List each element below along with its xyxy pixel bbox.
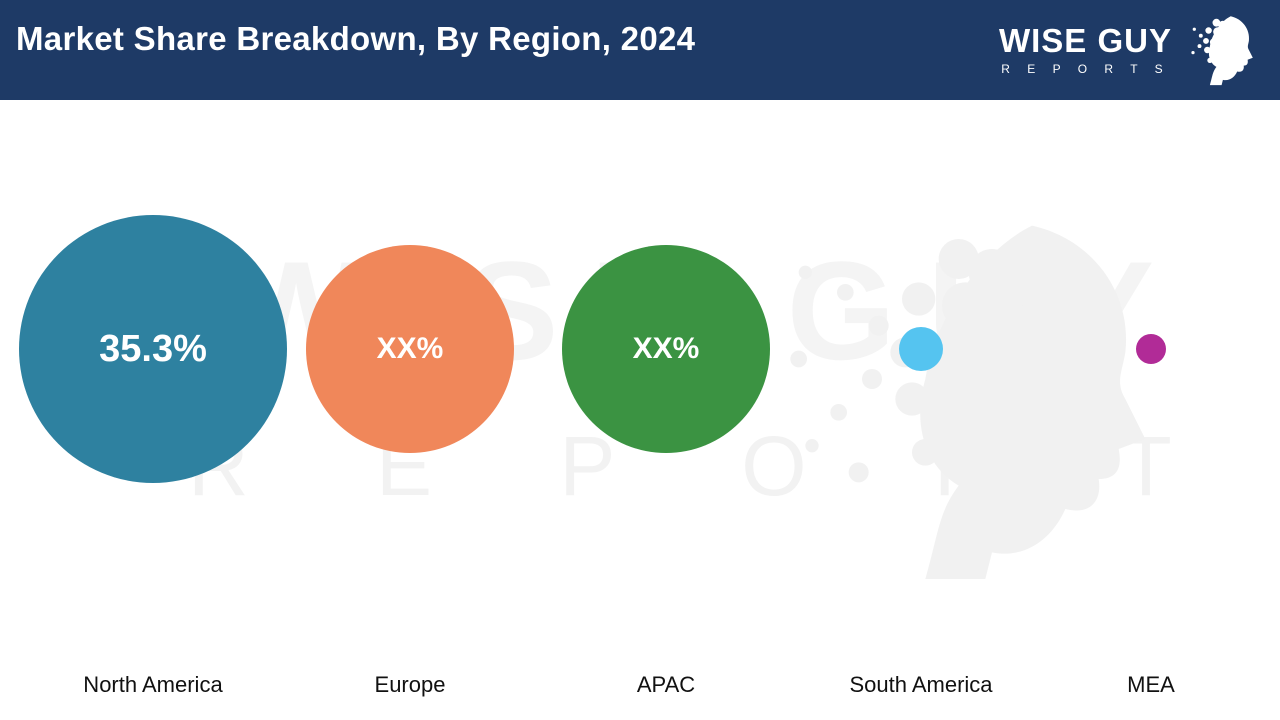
region-label-south-america: South America xyxy=(849,672,993,697)
bubble-value-europe: XX% xyxy=(376,332,444,365)
bubble-north-america: 35.3% xyxy=(19,215,287,483)
region-label-mea: MEA xyxy=(1127,672,1175,697)
watermark-dotted-head-icon xyxy=(772,212,1172,586)
bubble-south-america xyxy=(899,327,943,371)
bubble-value-apac: XX% xyxy=(632,332,700,365)
brand-logo: WISE GUY R E P O R T S xyxy=(999,8,1258,92)
brand-name: WISE GUY xyxy=(998,22,1172,59)
bubble-europe: XX% xyxy=(306,245,514,453)
bubble-value-north-america: 35.3% xyxy=(99,327,207,370)
region-label-apac: APAC xyxy=(636,672,696,697)
brand-subtitle: R E P O R T S xyxy=(1001,62,1170,76)
dotted-head-icon xyxy=(1180,8,1258,92)
bubble-apac: XX% xyxy=(562,245,770,453)
header-bar: Market Share Breakdown, By Region, 2024 … xyxy=(0,0,1280,100)
region-label-europe: Europe xyxy=(374,672,446,697)
bubble-mea xyxy=(1136,334,1166,364)
brand-logo-text: WISE GUY R E P O R T S xyxy=(999,24,1172,76)
page-title: Market Share Breakdown, By Region, 2024 xyxy=(16,20,696,57)
region-label-north-america: North America xyxy=(83,672,223,697)
